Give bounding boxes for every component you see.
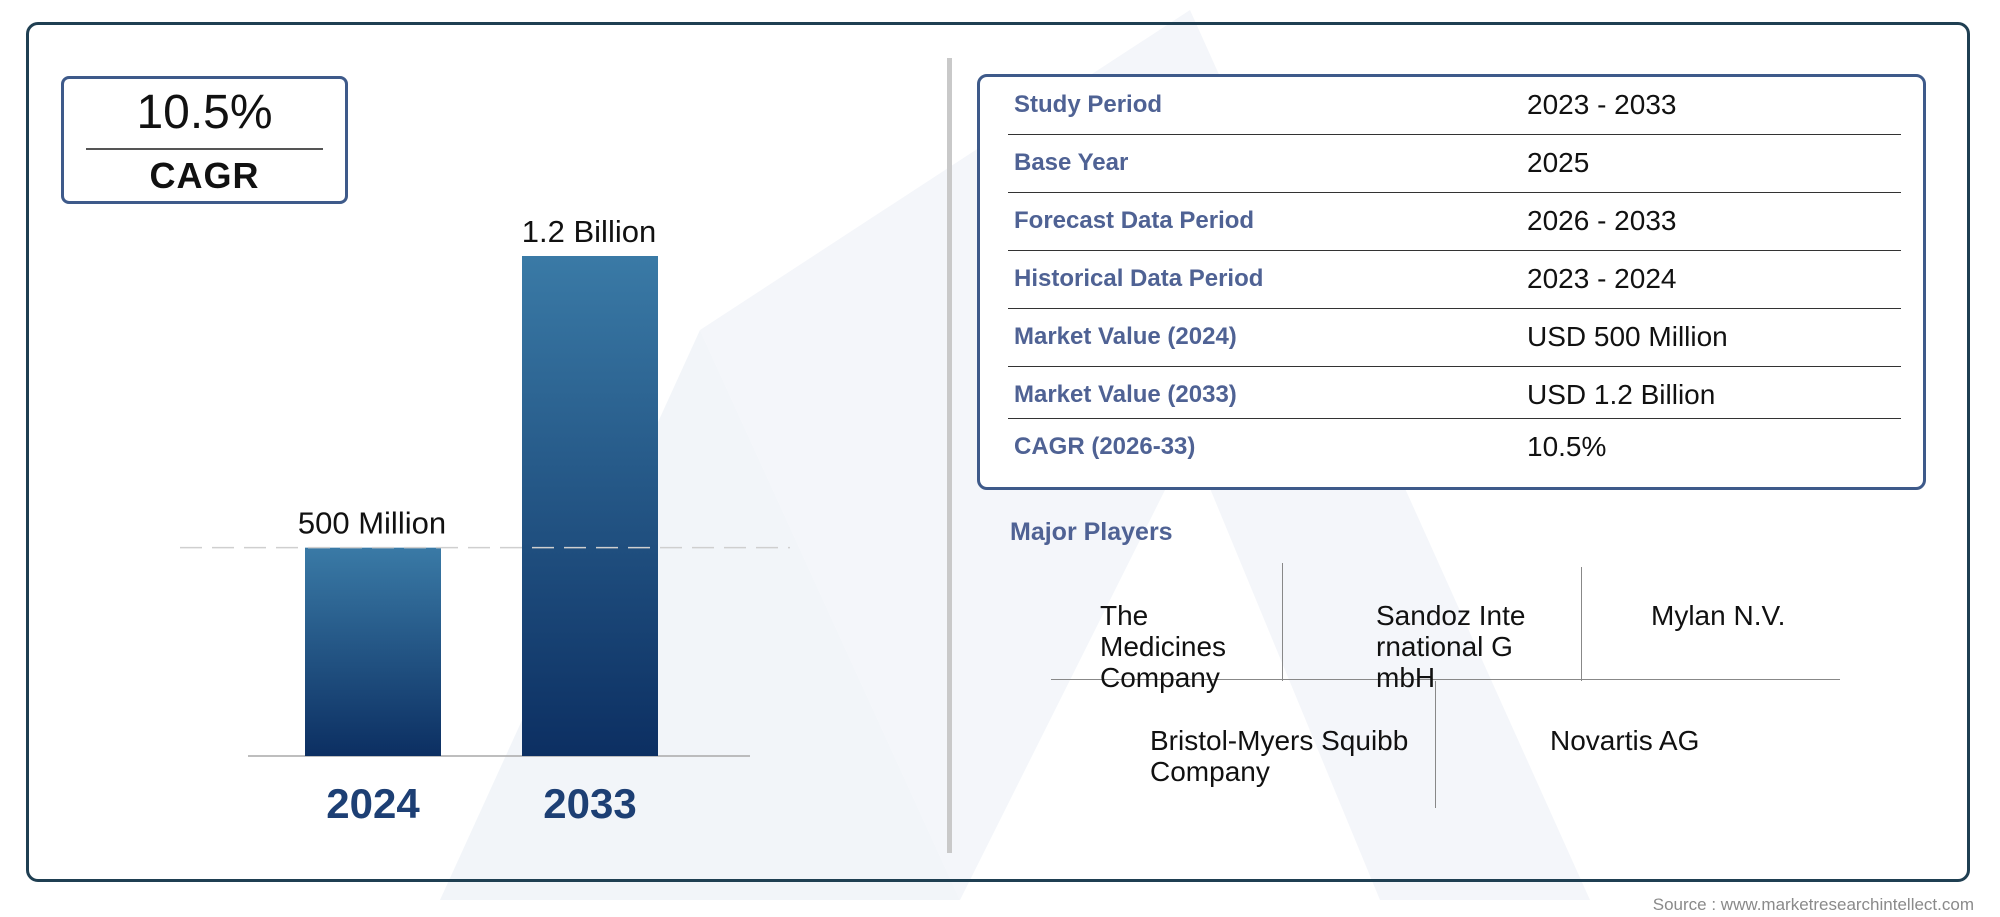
table-row: Market Value (2033) USD 1.2 Billion — [1008, 367, 1901, 419]
row-separator — [1008, 366, 1901, 367]
table-row: Base Year 2025 — [1008, 135, 1901, 193]
player-name: Sandoz International GmbH — [1376, 600, 1526, 693]
row-value: 2026 - 2033 — [1527, 205, 1677, 236]
row-label: Forecast Data Period — [1014, 207, 1255, 234]
main-frame — [26, 22, 1970, 882]
major-players-title: Major Players — [1010, 518, 1173, 546]
bar-2024 — [305, 547, 441, 756]
section-divider — [947, 58, 952, 853]
row-label: Study Period — [1014, 91, 1163, 118]
row-value: USD 500 Million — [1527, 321, 1728, 352]
cagr-box: 10.5% CAGR — [61, 76, 348, 204]
market-info-table: Study Period 2023 - 2033 Base Year 2025 … — [977, 74, 1926, 490]
row-label: Market Value (2033) — [1014, 381, 1237, 408]
table-row: Forecast Data Period 2026 - 2033 — [1008, 193, 1901, 251]
row-separator — [1008, 308, 1901, 309]
x-tick-label: 2024 — [326, 780, 420, 827]
row-label: Historical Data Period — [1014, 265, 1264, 292]
row-value: 2023 - 2024 — [1527, 263, 1677, 294]
row-value: 2023 - 2033 — [1527, 89, 1677, 120]
row-label: CAGR (2026-33) — [1014, 433, 1196, 460]
cagr-divider — [86, 148, 323, 150]
row-separator — [1008, 418, 1901, 419]
row-separator — [1008, 192, 1901, 193]
player-name: Mylan N.V. — [1651, 600, 1786, 631]
source-credit: Source : www.marketresearchintellect.com — [1652, 895, 1974, 914]
x-tick-label: 2033 — [543, 780, 636, 827]
row-value: USD 1.2 Billion — [1527, 379, 1716, 410]
row-separator — [1008, 134, 1901, 135]
table-row: Market Value (2024) USD 500 Million — [1008, 309, 1901, 367]
bar-2033 — [522, 256, 658, 756]
row-value: 10.5% — [1527, 431, 1607, 462]
bar-data-label: 1.2 Billion — [522, 214, 656, 249]
row-label: Base Year — [1014, 149, 1129, 176]
player-divider — [1435, 681, 1436, 808]
bar-data-label: 500 Million — [298, 506, 446, 541]
table-row: Historical Data Period 2023 - 2024 — [1008, 251, 1901, 309]
player-divider — [1282, 563, 1283, 681]
cagr-label: CAGR — [149, 155, 260, 196]
player-name: The Medicines Company — [1100, 600, 1227, 693]
row-value: 2025 — [1527, 147, 1590, 178]
player-name: Bristol-Myers Squibb Company — [1150, 725, 1409, 787]
row-label: Market Value (2024) — [1014, 323, 1237, 350]
player-grid-line — [1051, 679, 1840, 680]
cagr-value: 10.5% — [136, 86, 273, 139]
player-divider — [1581, 567, 1582, 681]
market-bar-chart: 500 Million 2024 1.2 Billion 2033 — [180, 214, 790, 827]
row-separator — [1008, 250, 1901, 251]
table-row: CAGR (2026-33) 10.5% — [1008, 419, 1901, 477]
table-row: Study Period 2023 - 2033 — [1008, 77, 1901, 135]
player-name: Novartis AG — [1550, 725, 1700, 756]
